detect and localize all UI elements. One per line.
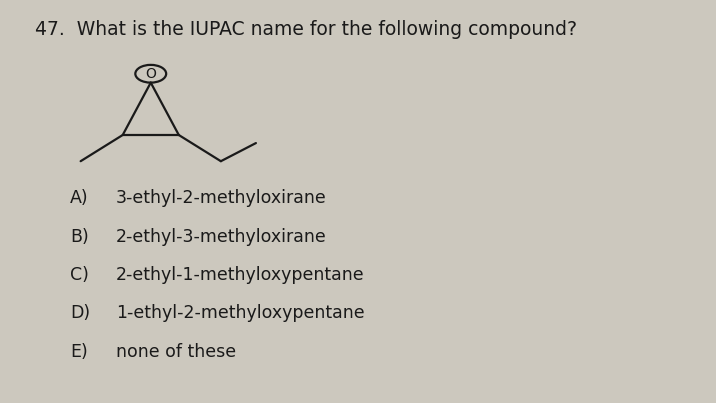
Text: 1-ethyl-2-methyloxypentane: 1-ethyl-2-methyloxypentane: [116, 304, 364, 322]
Text: 2-ethyl-1-methyloxypentane: 2-ethyl-1-methyloxypentane: [116, 266, 364, 284]
Text: none of these: none of these: [116, 343, 236, 361]
Text: B): B): [70, 228, 89, 246]
Text: A): A): [70, 189, 89, 208]
Text: 2-ethyl-3-methyloxirane: 2-ethyl-3-methyloxirane: [116, 228, 326, 246]
Text: 3-ethyl-2-methyloxirane: 3-ethyl-2-methyloxirane: [116, 189, 326, 208]
Text: 47.  What is the IUPAC name for the following compound?: 47. What is the IUPAC name for the follo…: [35, 20, 577, 39]
Text: O: O: [145, 67, 156, 81]
Text: D): D): [70, 304, 90, 322]
Text: C): C): [70, 266, 89, 284]
Text: E): E): [70, 343, 88, 361]
